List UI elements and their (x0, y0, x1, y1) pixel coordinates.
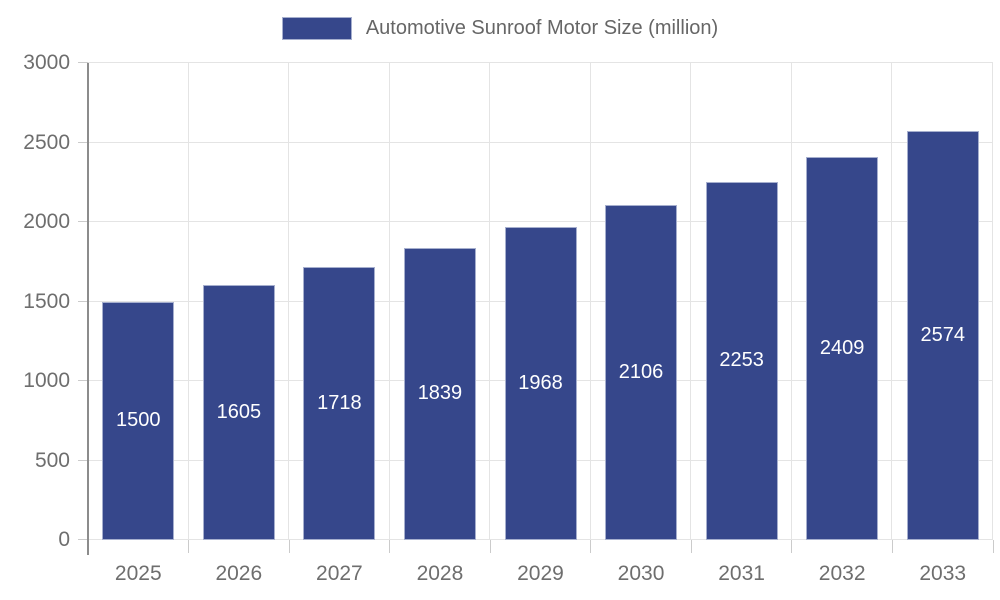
x-axis-tick (489, 540, 491, 553)
y-axis-tick (78, 380, 88, 381)
bar-value-label: 2574 (920, 323, 965, 346)
bar-value-label: 1605 (216, 400, 262, 423)
bar-value-label: 2106 (618, 361, 664, 384)
y-axis-tick (78, 221, 88, 222)
bar-2026[interactable]: 1605 (202, 284, 275, 540)
bar-2027[interactable]: 1718 (303, 266, 376, 540)
gridline-vertical (187, 63, 189, 540)
gridline-vertical (388, 63, 390, 540)
y-tick-label: 1000 (23, 369, 70, 392)
y-axis-tick (78, 141, 88, 143)
y-tick-label: 2000 (23, 210, 70, 233)
x-tick-label: 2028 (416, 562, 464, 585)
x-axis-tick (389, 540, 391, 553)
bar-2029[interactable]: 1968 (504, 227, 577, 540)
bar-2030[interactable]: 2106 (605, 205, 678, 540)
y-axis-tick (78, 300, 88, 302)
y-tick-label: 2500 (23, 130, 70, 154)
x-axis-tick (992, 540, 994, 553)
x-axis-tick (288, 540, 290, 553)
bar-value-label: 1839 (417, 382, 463, 405)
x-axis-tick (590, 540, 592, 553)
gridline-vertical (690, 63, 692, 540)
bar-2025[interactable]: 1500 (102, 301, 175, 540)
x-axis-tick (188, 540, 190, 553)
x-tick-label: 2032 (818, 562, 866, 585)
x-tick-label: 2030 (617, 562, 665, 585)
gridline-vertical (790, 63, 792, 540)
legend-item[interactable]: Automotive Sunroof Motor Size (million) (0, 15, 1000, 41)
gridline-horizontal (88, 141, 993, 143)
y-axis-tick (78, 62, 88, 63)
gridline-horizontal (88, 62, 993, 63)
gridline-vertical (992, 63, 993, 540)
gridline-vertical (288, 63, 290, 540)
y-tick-label: 500 (34, 448, 70, 472)
gridline-vertical (891, 63, 893, 540)
y-tick-label: 3000 (23, 51, 70, 74)
x-tick-label: 2025 (114, 562, 162, 585)
gridline-vertical (589, 63, 591, 540)
legend-swatch (281, 16, 352, 40)
bar-value-label: 1500 (116, 409, 161, 432)
bar-value-label: 2409 (819, 336, 865, 359)
bar-value-label: 1718 (317, 391, 362, 414)
bar-2031[interactable]: 2253 (705, 181, 778, 540)
y-tick-label: 0 (58, 528, 70, 551)
bar-value-label: 2253 (719, 349, 764, 372)
y-axis-tick (78, 539, 88, 540)
y-tick-label: 1500 (23, 289, 70, 313)
x-tick-label: 2027 (316, 562, 363, 585)
x-axis-tick (891, 540, 893, 553)
y-axis-line (87, 63, 89, 555)
x-axis-tick (791, 540, 793, 553)
x-tick-label: 2026 (215, 562, 263, 585)
bar-2032[interactable]: 2409 (806, 156, 879, 540)
y-axis-tick (78, 459, 88, 461)
plot-area: 0 500 1000 1500 2000 2500 3000 1500 2025 1605 2026… (23, 51, 994, 585)
bar-2033[interactable]: 2574 (906, 130, 979, 540)
bar-value-label: 1968 (518, 372, 563, 395)
gridline-vertical (489, 63, 491, 540)
x-tick-label: 2033 (919, 562, 967, 585)
x-tick-label: 2029 (517, 562, 564, 585)
x-axis-tick (690, 540, 692, 553)
legend-label: Automotive Sunroof Motor Size (million) (365, 16, 719, 39)
x-tick-label: 2031 (718, 562, 765, 585)
gridline-horizontal (88, 221, 993, 222)
bar-2028[interactable]: 1839 (403, 247, 476, 540)
